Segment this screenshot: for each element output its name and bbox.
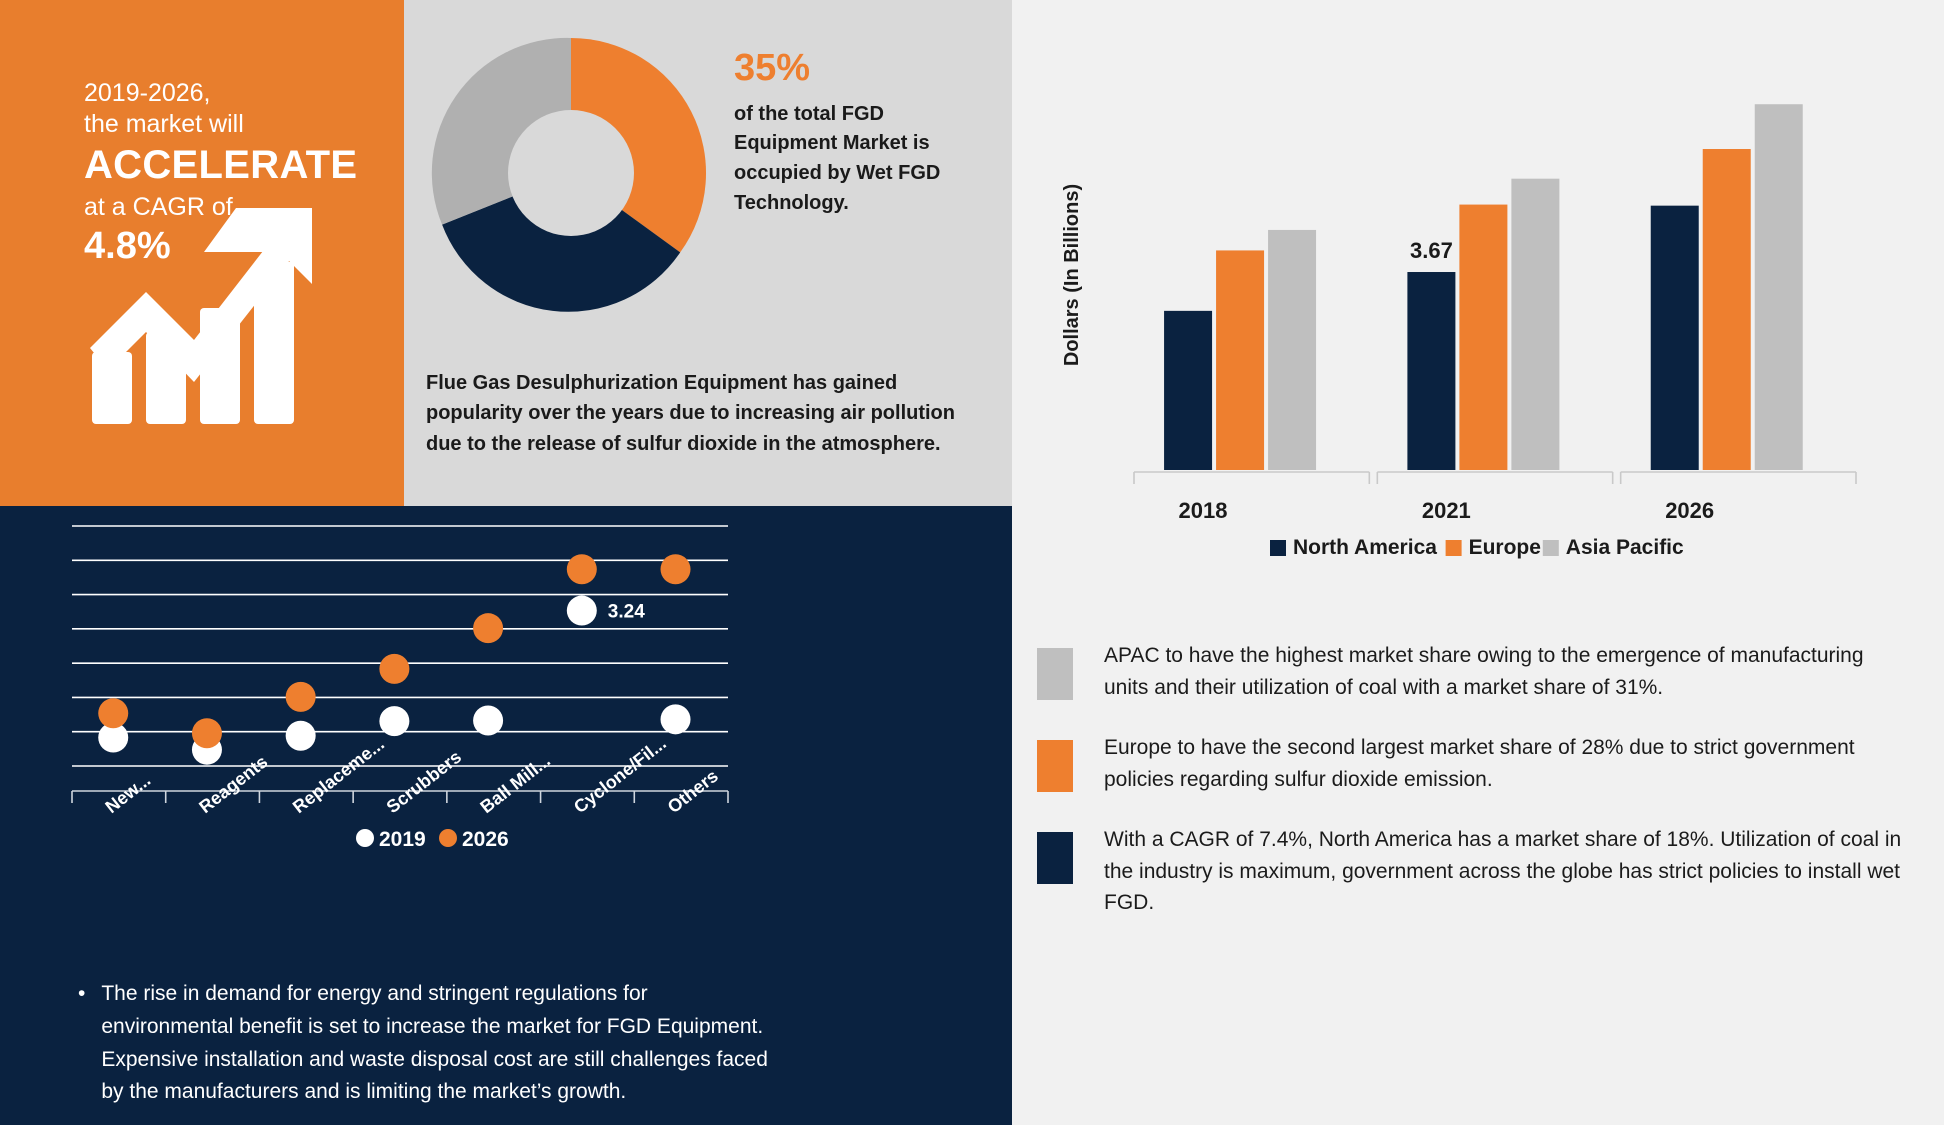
dot-chart-point	[285, 720, 316, 751]
north-america-swatch	[1037, 832, 1073, 884]
dot-chart-point	[98, 722, 129, 753]
dot-chart-point	[660, 704, 691, 735]
region-note-row: Europe to have the second largest market…	[1037, 732, 1927, 795]
cagr-period: 2019-2026,	[84, 79, 211, 107]
dot-chart-point	[98, 698, 129, 729]
bar-chart-legend-label: Asia Pacific	[1566, 536, 1684, 559]
cagr-subtitle: the market will	[84, 109, 244, 138]
dot-chart-panel: New... Reagents Replaceme... Scrubbers Ball …	[0, 506, 1012, 1125]
bar-chart-bar	[1268, 229, 1317, 470]
bar-chart-bar	[1511, 178, 1560, 470]
dot-chart-category-label: Ball Mill...	[476, 750, 554, 817]
dot-chart-legend-marker	[356, 829, 374, 847]
donut-slice-orange	[571, 38, 707, 253]
dot-chart-point	[566, 554, 597, 585]
dot-chart-point	[379, 706, 410, 737]
cagr-text-block: 2019-2026, the market will ACCELERATE at…	[84, 78, 357, 270]
fgd-technology-donut-chart	[426, 28, 716, 318]
bar-chart-legend-label: Europe	[1469, 536, 1541, 559]
bar-chart-bar	[1407, 272, 1456, 470]
dot-chart-point	[660, 554, 691, 585]
bullet-marker: •	[78, 982, 86, 1005]
dot-chart-legend-marker	[439, 829, 457, 847]
dot-chart-point	[473, 705, 504, 736]
donut-slice-navy	[442, 173, 681, 312]
bullet-text: The rise in demand for energy and string…	[101, 982, 768, 1104]
dot-chart-point	[379, 653, 410, 684]
dot-chart-point	[191, 718, 222, 749]
bar-chart-legend-swatch	[1445, 540, 1462, 556]
donut-panel: 35% of the total FGD Equipment Market is…	[404, 0, 1012, 506]
region-note-text: Europe to have the second largest market…	[1104, 736, 1855, 791]
donut-description: of the total FGD Equipment Market is occ…	[734, 102, 941, 214]
dot-chart-legend-label: 2019	[379, 828, 426, 851]
growth-arrow-bars-icon	[84, 200, 324, 430]
market-growth-bullet: • The rise in demand for energy and stri…	[78, 978, 778, 1109]
bar-chart-bar	[1216, 250, 1265, 470]
bar-chart-y-axis-title: Dollars (In Billions)	[1061, 184, 1083, 366]
regional-revenue-bar-chart: 2018 2021 2026 3.67 Dollars (In Billions) Nor…	[1061, 104, 1857, 559]
region-note-row: With a CAGR of 7.4%, North America has a…	[1037, 824, 1927, 919]
europe-swatch	[1037, 740, 1073, 792]
right-column: 2018 2021 2026 3.67 Dollars (In Billions) Nor…	[1012, 0, 1944, 1125]
donut-hole	[508, 110, 634, 236]
bar-chart-data-label: 3.67	[1410, 238, 1453, 263]
dot-chart-category-label: Scrubbers	[383, 747, 465, 818]
bar-chart-legend-label: North America	[1293, 536, 1437, 559]
dot-chart-legend-label: 2026	[462, 828, 509, 851]
bar-chart-category-label: 2021	[1422, 498, 1471, 523]
region-note-text: APAC to have the highest market share ow…	[1104, 644, 1864, 699]
dot-chart-point	[473, 613, 504, 644]
cagr-rate-label: at a CAGR of	[84, 192, 233, 221]
left-column: 2019-2026, the market will ACCELERATE at…	[0, 0, 1012, 1125]
bar-chart-legend-swatch	[1542, 540, 1559, 556]
region-note-text: With a CAGR of 7.4%, North America has a…	[1104, 828, 1902, 914]
dot-chart-point	[285, 681, 316, 712]
dot-chart-category-label: New...	[102, 770, 155, 817]
bar-chart-category-label: 2018	[1179, 498, 1228, 523]
bar-chart-bar	[1459, 204, 1508, 470]
region-note-row: APAC to have the highest market share ow…	[1037, 640, 1927, 703]
donut-callout: 35% of the total FGD Equipment Market is…	[734, 47, 984, 218]
region-notes-list: APAC to have the highest market share ow…	[1037, 640, 1927, 948]
dot-chart-category-label: Cyclone/Fil...	[570, 733, 670, 817]
bar-chart-category-label: 2026	[1665, 498, 1714, 523]
bar-chart-legend-swatch	[1270, 540, 1286, 556]
cagr-panel: 2019-2026, the market will ACCELERATE at…	[0, 0, 404, 506]
dot-chart-point	[566, 595, 597, 626]
donut-percent: 35%	[734, 47, 811, 89]
bar-chart-bar	[1754, 104, 1803, 470]
equipment-type-dot-chart: New... Reagents Replaceme...Scrubbers Ball …	[71, 525, 729, 851]
cagr-headline: ACCELERATE	[84, 143, 358, 187]
bar-chart-bar	[1702, 149, 1751, 470]
asia-pacific-swatch	[1037, 648, 1073, 700]
bar-chart-bar	[1164, 310, 1213, 470]
bar-chart-bar	[1650, 205, 1699, 470]
cagr-value: 4.8%	[84, 225, 171, 268]
fgd-overview-paragraph: Flue Gas Desulphurization Equipment has …	[426, 372, 955, 455]
dot-chart-data-label: 3.24	[608, 602, 645, 623]
